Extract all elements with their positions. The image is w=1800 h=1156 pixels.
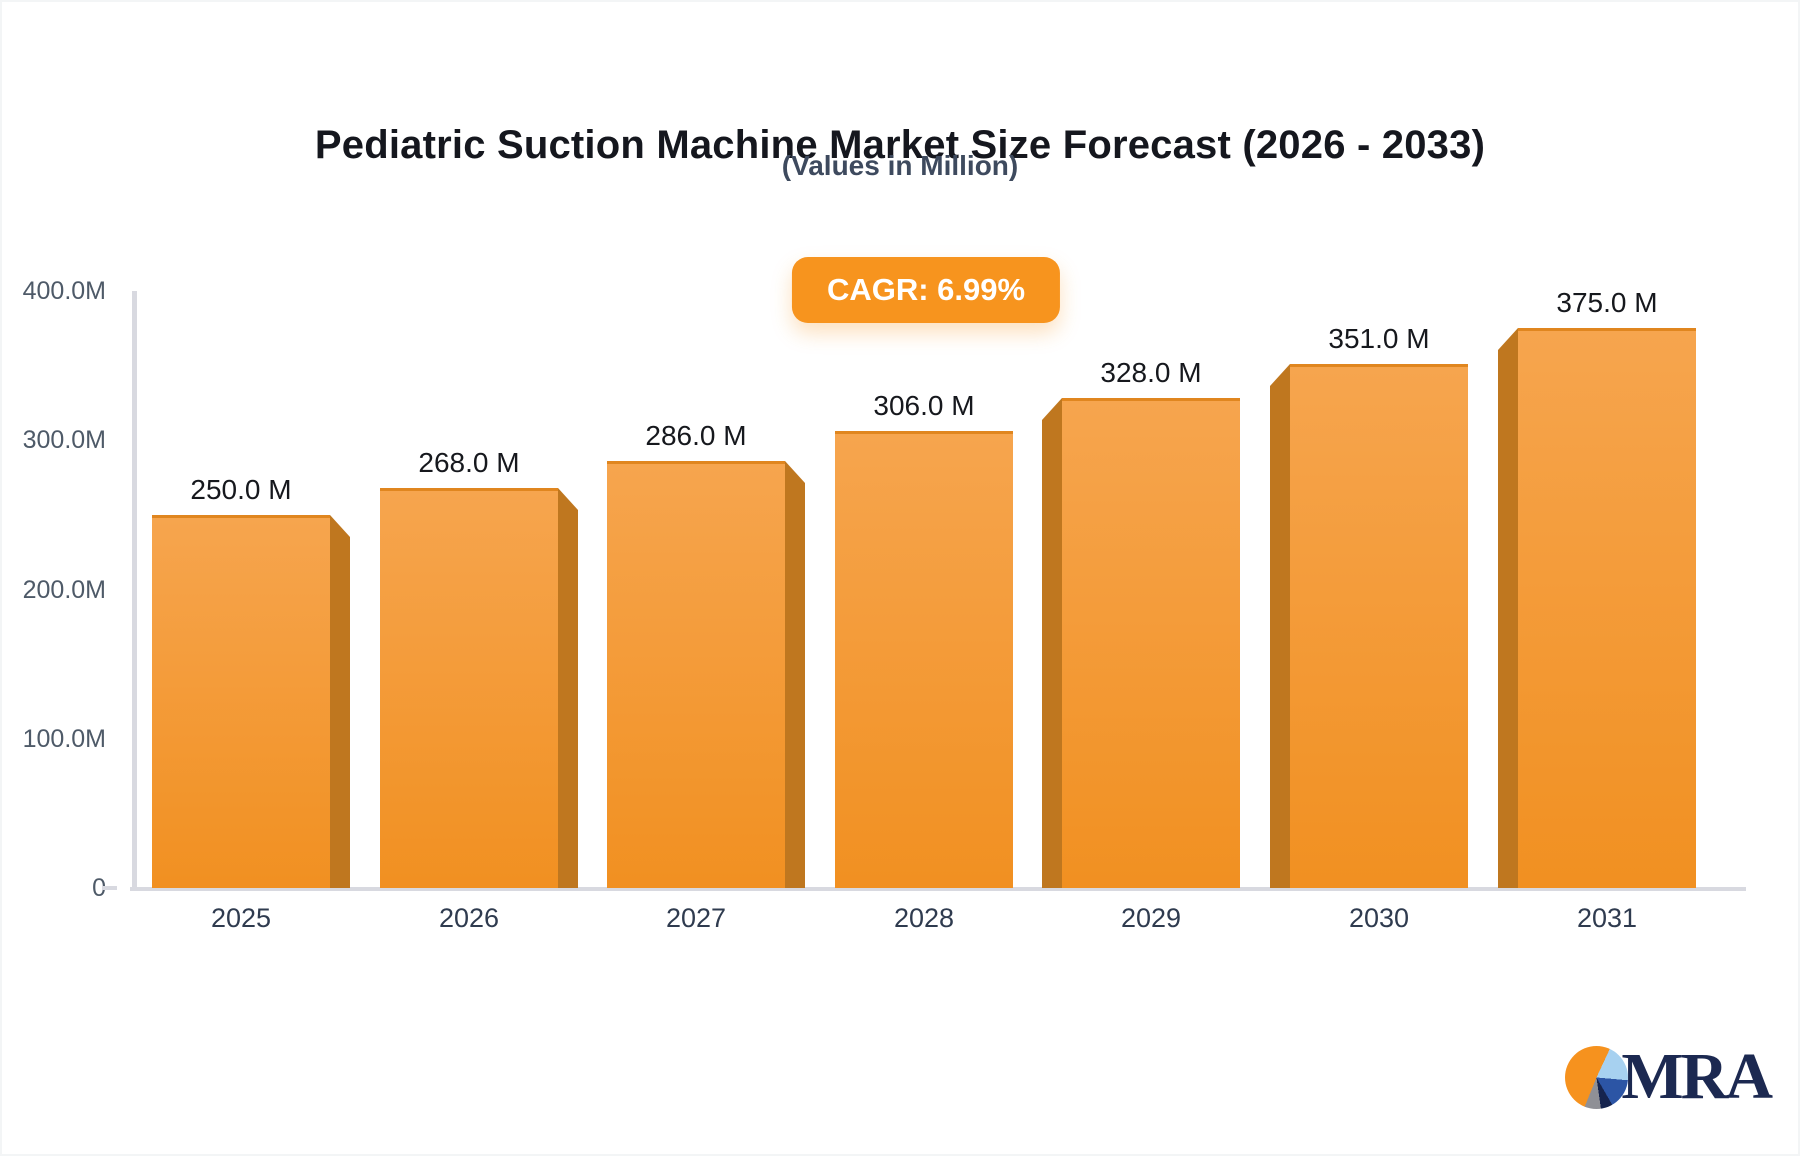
pie-chart-logo-icon xyxy=(1565,1045,1629,1109)
chart-title: Pediatric Suction Machine Market Size Fo… xyxy=(314,122,1486,167)
bar-2029: 328.0 M xyxy=(1042,357,1240,888)
y-axis-tick-label: 400.0M xyxy=(22,277,106,305)
bar-side-shadow xyxy=(785,461,805,888)
x-axis-label-2028: 2028 xyxy=(893,903,955,933)
bar-face xyxy=(152,515,330,888)
bar-2028: 306.0 M xyxy=(835,390,1013,888)
bar-face xyxy=(380,488,558,888)
bar-value-label: 328.0 M xyxy=(1100,357,1202,388)
y-axis-tick-label: 0 xyxy=(92,874,106,902)
x-axis-label-2026: 2026 xyxy=(438,903,500,933)
bar-value-label: 268.0 M xyxy=(418,447,520,478)
bar-face xyxy=(1518,328,1696,888)
bar-2026: 268.0 M xyxy=(380,447,578,888)
bar-value-label: 250.0 M xyxy=(190,474,292,505)
y-axis-line xyxy=(132,291,137,891)
cagr-badge: CAGR: 6.99% xyxy=(791,257,1061,323)
bar-side-shadow xyxy=(1270,364,1290,888)
x-axis-line xyxy=(130,887,1746,891)
bar-2030: 351.0 M xyxy=(1270,323,1468,888)
zero-tick-mark xyxy=(102,886,117,890)
bar-side-shadow xyxy=(1498,328,1518,888)
x-axis-label-2030: 2030 xyxy=(1348,903,1410,933)
bar-face xyxy=(1062,398,1240,888)
bar-2027: 286.0 M xyxy=(607,420,805,888)
bar-2031: 375.0 M xyxy=(1498,287,1696,888)
x-axis-label-2031: 2031 xyxy=(1576,903,1638,933)
bar-value-label: 351.0 M xyxy=(1328,323,1430,354)
chart-subtitle: (Values in Million) xyxy=(781,150,1019,181)
bar-value-label: 375.0 M xyxy=(1556,287,1658,318)
mra-logo-text: MRA xyxy=(1621,1040,1773,1113)
bar-2025: 250.0 M xyxy=(152,474,350,888)
x-axis-label-2029: 2029 xyxy=(1120,903,1182,933)
bar-face xyxy=(607,461,785,888)
y-axis-tick-label: 200.0M xyxy=(22,575,106,604)
bar-face xyxy=(1290,364,1468,888)
bar-value-label: 286.0 M xyxy=(645,420,747,451)
bar-side-shadow xyxy=(558,488,578,888)
bar-value-label: 306.0 M xyxy=(873,390,975,421)
bar-side-shadow xyxy=(330,515,350,888)
y-axis-tick-label: 300.0M xyxy=(22,426,106,455)
x-axis-label-2025: 2025 xyxy=(210,903,272,933)
y-axis-tick-label: 100.0M xyxy=(22,724,106,753)
x-axis-label-2027: 2027 xyxy=(665,903,727,933)
bar-side-shadow xyxy=(1042,398,1062,888)
mra-logo: MRA xyxy=(1565,1040,1773,1113)
bar-face xyxy=(835,431,1013,888)
